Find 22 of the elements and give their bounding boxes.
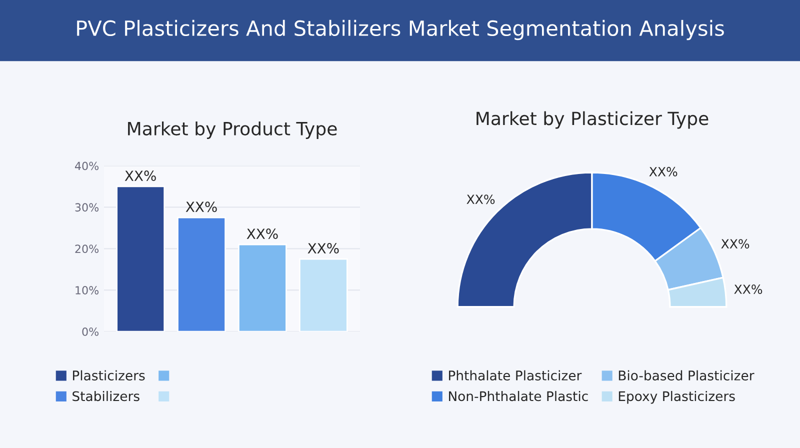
- data-label: XX%: [124, 170, 156, 182]
- y-tick-label: 30%: [75, 203, 99, 212]
- chart-title: Market by Plasticizer Type: [476, 111, 708, 129]
- y-tick-label: 10%: [76, 286, 99, 294]
- data-label: XX%: [186, 202, 217, 212]
- data-label: XX%: [734, 284, 762, 294]
- text: PVC Plasticizers And Stabilizers Market Segmentation Analysis: [77, 20, 724, 40]
- legend-label: Bio-based Plasticizer: [618, 370, 754, 380]
- data-label: XX%: [308, 243, 339, 254]
- legend-label: Non-Phthalate Plastic: [449, 390, 588, 402]
- data-label: XX%: [649, 166, 678, 176]
- y-tick-label: 20%: [75, 244, 99, 254]
- legend-label: Plasticizers: [73, 370, 145, 380]
- data-label: XX%: [721, 239, 750, 249]
- y-tick-label: 40%: [74, 162, 99, 170]
- legend-label: Stabilizers: [72, 390, 140, 402]
- legend-label: Phthalate Plasticizer: [449, 370, 582, 380]
- data-label: XX%: [246, 228, 278, 240]
- data-label: XX%: [466, 194, 495, 204]
- legend-label: Epoxy Plasticizers: [618, 390, 735, 404]
- chart-title: Market by Product Type: [128, 121, 337, 139]
- y-tick-label: 0%: [82, 327, 99, 336]
